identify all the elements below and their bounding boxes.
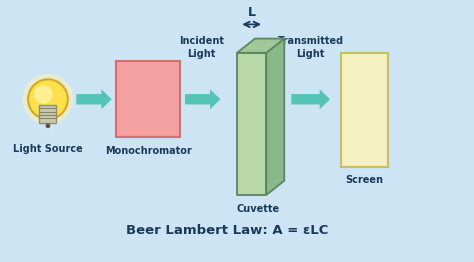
FancyArrow shape: [76, 89, 112, 109]
Circle shape: [35, 86, 52, 103]
Circle shape: [23, 75, 73, 124]
Circle shape: [46, 124, 50, 127]
Text: Cuvette: Cuvette: [237, 204, 280, 214]
Text: Monochromator: Monochromator: [105, 146, 192, 156]
FancyArrow shape: [185, 89, 220, 109]
Polygon shape: [266, 39, 284, 195]
FancyBboxPatch shape: [117, 61, 180, 137]
Text: Screen: Screen: [346, 175, 383, 185]
Polygon shape: [237, 39, 284, 53]
Text: L: L: [247, 6, 255, 19]
FancyBboxPatch shape: [39, 105, 56, 123]
Text: Light Source: Light Source: [13, 144, 83, 154]
FancyBboxPatch shape: [237, 53, 266, 195]
FancyBboxPatch shape: [341, 53, 388, 167]
FancyArrow shape: [292, 89, 330, 109]
Circle shape: [28, 79, 68, 119]
Text: Beer Lambert Law: A = εLC: Beer Lambert Law: A = εLC: [127, 224, 329, 237]
Text: Incident
Light: Incident Light: [179, 36, 224, 58]
Text: Transmitted
Light: Transmitted Light: [278, 36, 344, 58]
